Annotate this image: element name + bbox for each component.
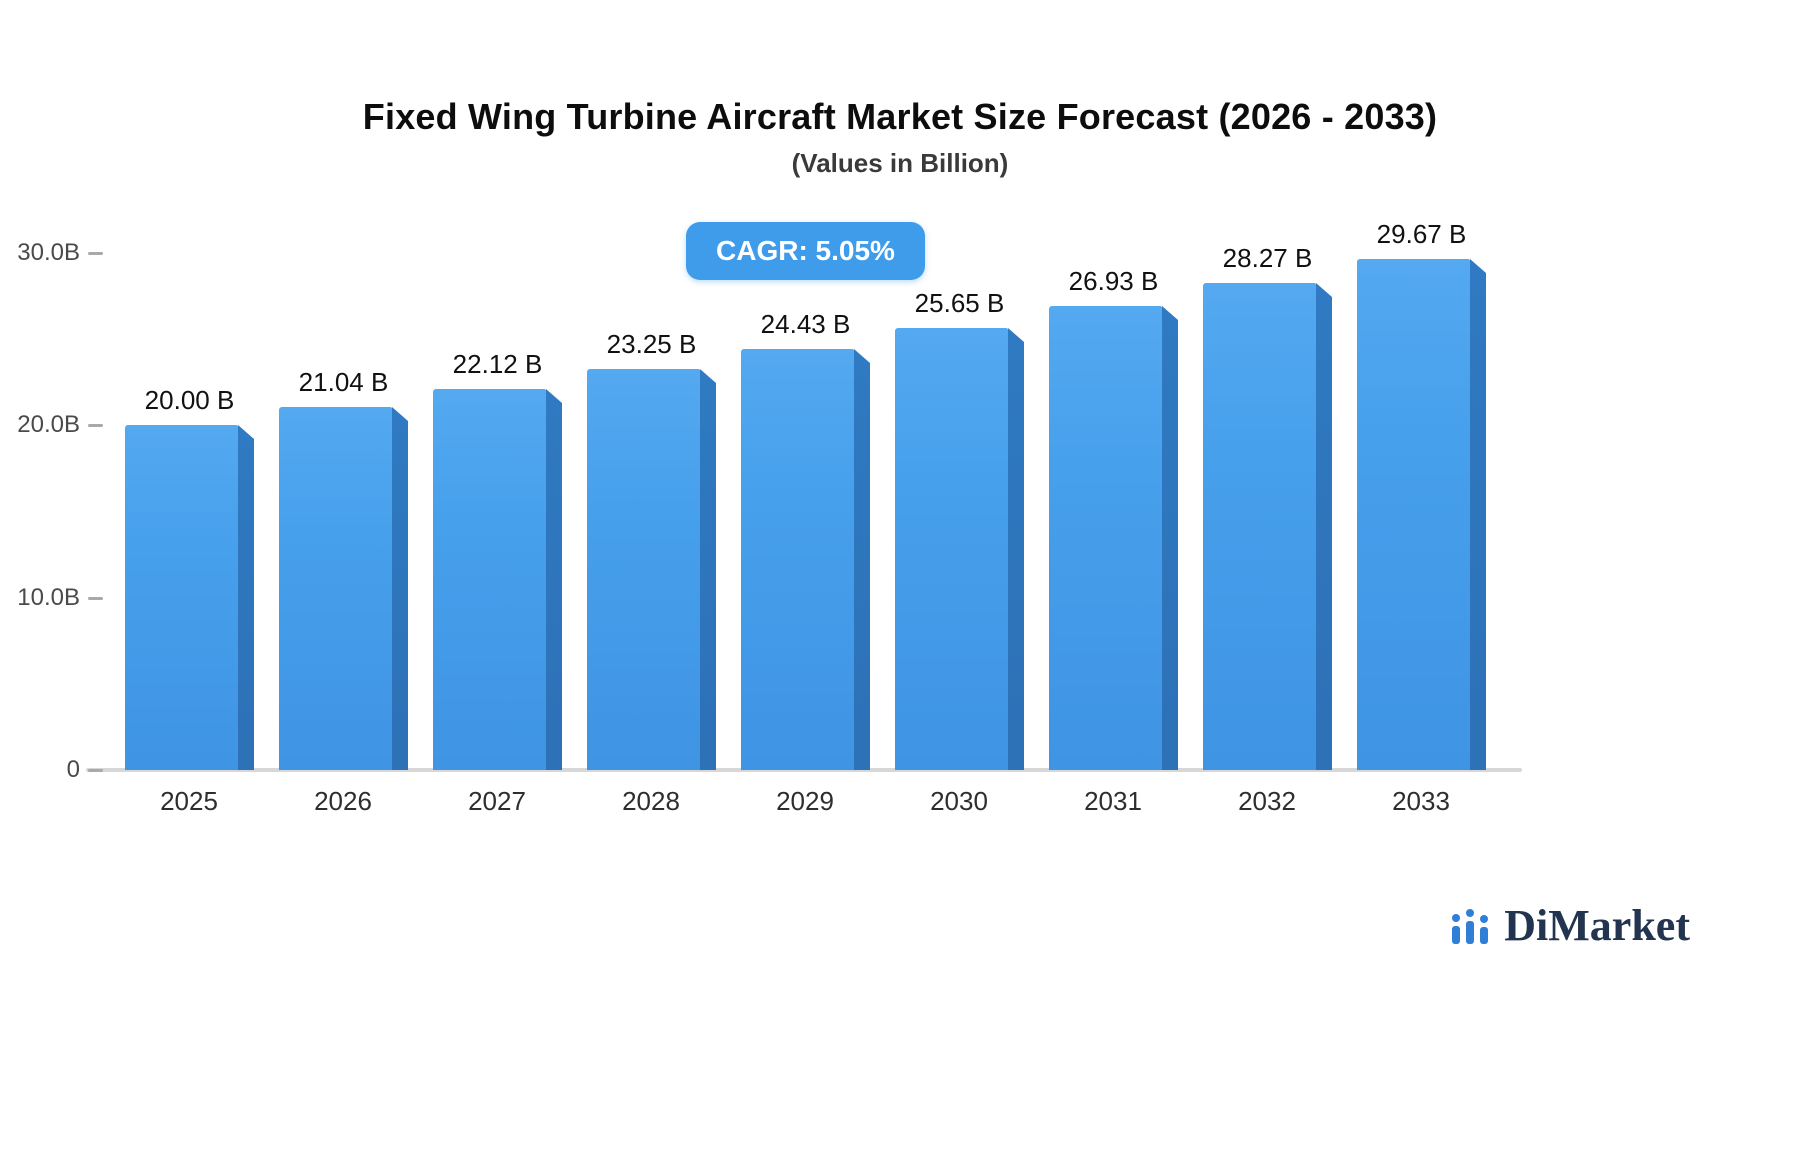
bar-value-label: 29.67 B bbox=[1376, 219, 1467, 249]
bar-side bbox=[546, 389, 562, 770]
bar-face bbox=[433, 389, 546, 770]
bar-value-label: 24.43 B bbox=[760, 309, 851, 339]
x-axis-line bbox=[86, 768, 1522, 772]
bar-side bbox=[1008, 328, 1024, 770]
bar[interactable] bbox=[741, 349, 870, 770]
bar-face bbox=[587, 369, 700, 770]
y-axis-tick-label: 20.0B bbox=[17, 411, 80, 438]
y-axis-tick-label: 30.0B bbox=[17, 239, 80, 266]
bar[interactable] bbox=[279, 407, 408, 770]
bar-value-label: 28.27 B bbox=[1222, 243, 1313, 273]
y-axis-tick-mark bbox=[88, 252, 103, 255]
bar[interactable] bbox=[1049, 306, 1178, 770]
bar-face bbox=[1203, 283, 1316, 770]
bar-side bbox=[1470, 259, 1486, 770]
x-axis-label: 2033 bbox=[1392, 786, 1450, 816]
y-axis-tick-mark bbox=[88, 424, 103, 427]
bar-side bbox=[700, 369, 716, 770]
x-axis-label: 2029 bbox=[776, 786, 834, 816]
y-axis-tick-mark bbox=[88, 769, 103, 772]
y-axis-tick-label: 10.0B bbox=[17, 584, 80, 611]
chart-title: Fixed Wing Turbine Aircraft Market Size … bbox=[362, 96, 1438, 137]
x-axis-label: 2027 bbox=[468, 786, 526, 816]
y-axis-tick-mark bbox=[88, 597, 103, 600]
dimarket-logo-icon bbox=[1448, 904, 1492, 948]
x-axis-label: 2032 bbox=[1238, 786, 1296, 816]
x-axis-label: 2028 bbox=[622, 786, 680, 816]
bar-face bbox=[125, 425, 238, 770]
bar[interactable] bbox=[895, 328, 1024, 770]
bar-side bbox=[1162, 306, 1178, 770]
bar[interactable] bbox=[125, 425, 254, 770]
bar-side bbox=[392, 407, 408, 770]
bar-face bbox=[895, 328, 1008, 770]
bar[interactable] bbox=[1357, 259, 1486, 770]
bar[interactable] bbox=[587, 369, 716, 770]
dimarket-logo: DiMarket bbox=[1448, 900, 1690, 951]
bar-value-label: 21.04 B bbox=[298, 367, 389, 397]
bar-face bbox=[1049, 306, 1162, 770]
bar-value-label: 25.65 B bbox=[914, 288, 1005, 318]
x-axis-label: 2025 bbox=[160, 786, 218, 816]
bar[interactable] bbox=[1203, 283, 1332, 770]
bar-face bbox=[741, 349, 854, 770]
bar-face bbox=[279, 407, 392, 770]
bar-value-label: 20.00 B bbox=[144, 385, 235, 415]
y-axis-tick-label: 0 bbox=[66, 756, 80, 783]
chart-subtitle: (Values in Billion) bbox=[791, 148, 1009, 178]
bar-side bbox=[854, 349, 870, 770]
bar-face bbox=[1357, 259, 1470, 770]
cagr-badge: CAGR: 5.05% bbox=[686, 222, 925, 280]
dimarket-logo-text: DiMarket bbox=[1504, 901, 1690, 950]
bar-value-label: 26.93 B bbox=[1068, 266, 1159, 296]
x-axis-label: 2031 bbox=[1084, 786, 1142, 816]
x-axis-label: 2026 bbox=[314, 786, 372, 816]
bar-side bbox=[238, 425, 254, 770]
bar-value-label: 22.12 B bbox=[452, 349, 543, 379]
bar[interactable] bbox=[433, 389, 562, 770]
bar-value-label: 23.25 B bbox=[606, 329, 697, 359]
bar-side bbox=[1316, 283, 1332, 770]
x-axis-label: 2030 bbox=[930, 786, 988, 816]
